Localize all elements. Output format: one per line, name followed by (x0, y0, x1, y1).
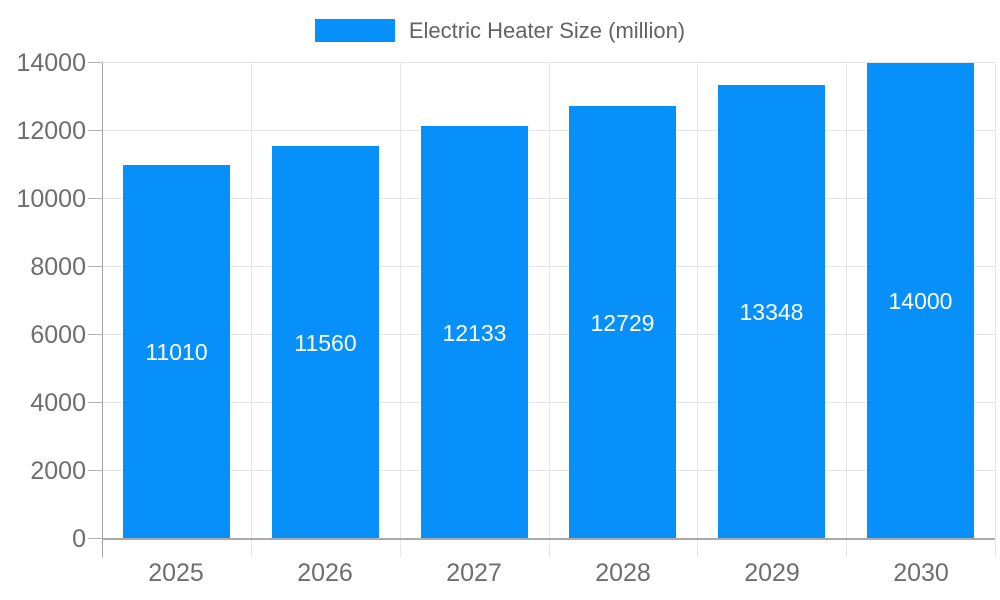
bar (123, 165, 230, 539)
bar (272, 146, 379, 539)
h-gridline (102, 198, 995, 199)
bar-value-label: 11010 (145, 339, 208, 365)
y-tick-mark (88, 538, 102, 539)
y-axis-line (102, 63, 103, 557)
x-tick-label: 2030 (893, 559, 949, 587)
y-tick-mark (88, 470, 102, 471)
y-tick-mark (88, 130, 102, 131)
h-gridline (102, 334, 995, 335)
h-gridline (102, 402, 995, 403)
bar-value-label: 12729 (590, 310, 655, 336)
legend-swatch-icon (314, 19, 395, 42)
h-gridline (102, 62, 995, 63)
y-tick-label: 12000 (16, 117, 86, 145)
y-tick-label: 6000 (30, 321, 86, 349)
y-tick-label: 10000 (16, 185, 86, 213)
y-tick-mark (88, 334, 102, 335)
bar-value-label: 11560 (294, 330, 357, 356)
x-tick-label: 2029 (744, 559, 800, 587)
y-tick-mark (88, 62, 102, 63)
v-gridline (846, 63, 847, 557)
x-tick-label: 2025 (148, 559, 204, 587)
legend-label: Electric Heater Size (million) (408, 18, 686, 43)
y-tick-label: 4000 (30, 389, 86, 417)
bar-value-label: 14000 (888, 288, 953, 314)
chart-legend: Electric Heater Size (million) (0, 19, 1000, 42)
x-tick-label: 2028 (595, 559, 651, 587)
bar (718, 85, 825, 539)
y-tick-label: 2000 (30, 457, 86, 485)
h-gridline (102, 130, 995, 131)
y-tick-label: 14000 (16, 49, 86, 77)
h-gridline (102, 266, 995, 267)
bar (867, 63, 974, 539)
v-gridline (400, 63, 401, 557)
y-tick-label: 8000 (30, 253, 86, 281)
x-tick-label: 2027 (446, 559, 502, 587)
v-gridline (251, 63, 252, 557)
v-gridline (995, 63, 996, 557)
y-tick-mark (88, 402, 102, 403)
y-tick-mark (88, 266, 102, 267)
h-gridline (102, 470, 995, 471)
bar-value-label: 13348 (739, 299, 804, 325)
y-tick-label: 0 (72, 525, 86, 553)
bar (569, 106, 676, 539)
bar-value-label: 12133 (442, 320, 507, 346)
x-tick-label: 2026 (297, 559, 353, 587)
v-gridline (697, 63, 698, 557)
x-axis-baseline (102, 538, 995, 540)
bar (421, 126, 528, 539)
y-tick-mark (88, 198, 102, 199)
v-gridline (549, 63, 550, 557)
